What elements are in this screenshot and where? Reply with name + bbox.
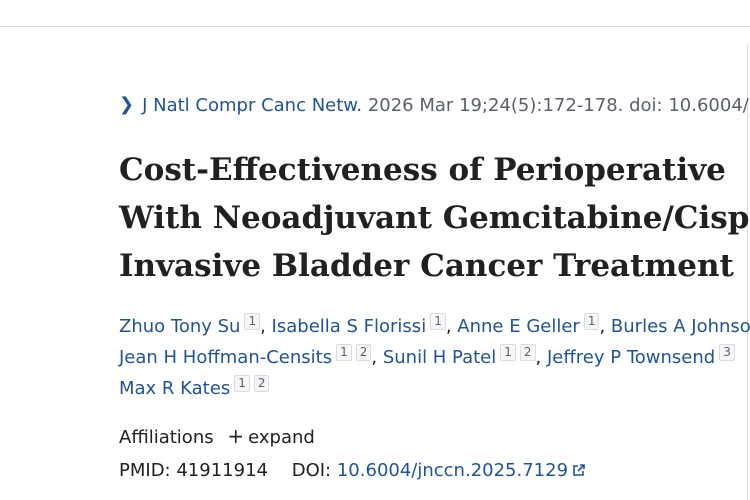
top-bar (0, 0, 750, 27)
article-title: Cost-Effectiveness of Perioperative With… (119, 146, 750, 290)
right-divider (747, 44, 748, 500)
affiliation-ref[interactable]: 1 (244, 313, 261, 330)
author-line: Jean H Hoffman-Censits 1 2, Sunil H Patel 1… (119, 342, 750, 373)
plus-icon: + (227, 424, 245, 448)
doi-link[interactable]: 10.6004/jnccn.2025.7129 (337, 460, 586, 481)
author-link[interactable]: Max R Kates (119, 378, 231, 399)
affiliation-ref[interactable]: 1 (430, 313, 446, 330)
affiliation-ref[interactable]: 1 (583, 313, 600, 330)
title-line: Cost-Effectiveness of Perioperative (119, 152, 726, 188)
author-link[interactable]: Jeffrey P Townsend (547, 347, 716, 368)
affiliations-label: Affiliations (119, 427, 214, 448)
title-line: With Neoadjuvant Gemcitabine/Cisp (119, 200, 750, 236)
chevron-right-icon[interactable]: ❯ (119, 94, 135, 115)
author-link[interactable]: Sunil H Patel (382, 347, 497, 368)
affiliation-ref[interactable]: 2 (519, 344, 536, 361)
doi-value: 10.6004/jnccn.2025.7129 (336, 460, 569, 481)
identifiers-row: PMID: 41911914 DOI: 10.6004/jnccn.2025.7… (119, 458, 586, 484)
citation-details: 2026 Mar 19;24(5):172-178. doi: 10.6004/ (367, 95, 749, 116)
affiliations-expand-button[interactable]: + expand (227, 424, 315, 448)
journal-link[interactable]: J Natl Compr Canc Netw. (142, 95, 363, 116)
author-line: Zhuo Tony Su 1, Isabella S Florissi 1, Ann… (119, 313, 750, 337)
author-list: Zhuo Tony Su 1, Isabella S Florissi 1, Ann… (119, 311, 750, 404)
affiliation-ref[interactable]: 1 (234, 375, 250, 392)
affiliation-ref[interactable]: 1 (500, 344, 516, 361)
title-line: Invasive Bladder Cancer Treatment (119, 248, 734, 284)
affiliation-ref[interactable]: 2 (355, 344, 372, 361)
author-link[interactable]: Burles A Johnso (610, 316, 750, 337)
author-line: Max R Kates 1 2 (119, 373, 750, 404)
author-link[interactable]: Zhuo Tony Su (119, 316, 241, 337)
affiliation-ref[interactable]: 3 (719, 344, 735, 361)
affiliation-ref[interactable]: 2 (253, 375, 270, 392)
author-link[interactable]: Anne E Geller (457, 316, 580, 337)
author-link[interactable]: Jean H Hoffman-Censits (119, 347, 333, 368)
doi-label: DOI: (291, 460, 332, 481)
pmid-value: 41911914 (176, 460, 268, 481)
affiliation-ref[interactable]: 1 (336, 344, 352, 361)
citation-line: ❯ J Natl Compr Canc Netw. 2026 Mar 19;24(… (119, 93, 749, 119)
external-link-icon (573, 464, 585, 476)
affiliations-row: Affiliations + expand (119, 423, 315, 451)
author-link[interactable]: Isabella S Florissi (271, 316, 427, 337)
pmid-label: PMID: (119, 460, 171, 481)
expand-label: expand (248, 427, 315, 448)
